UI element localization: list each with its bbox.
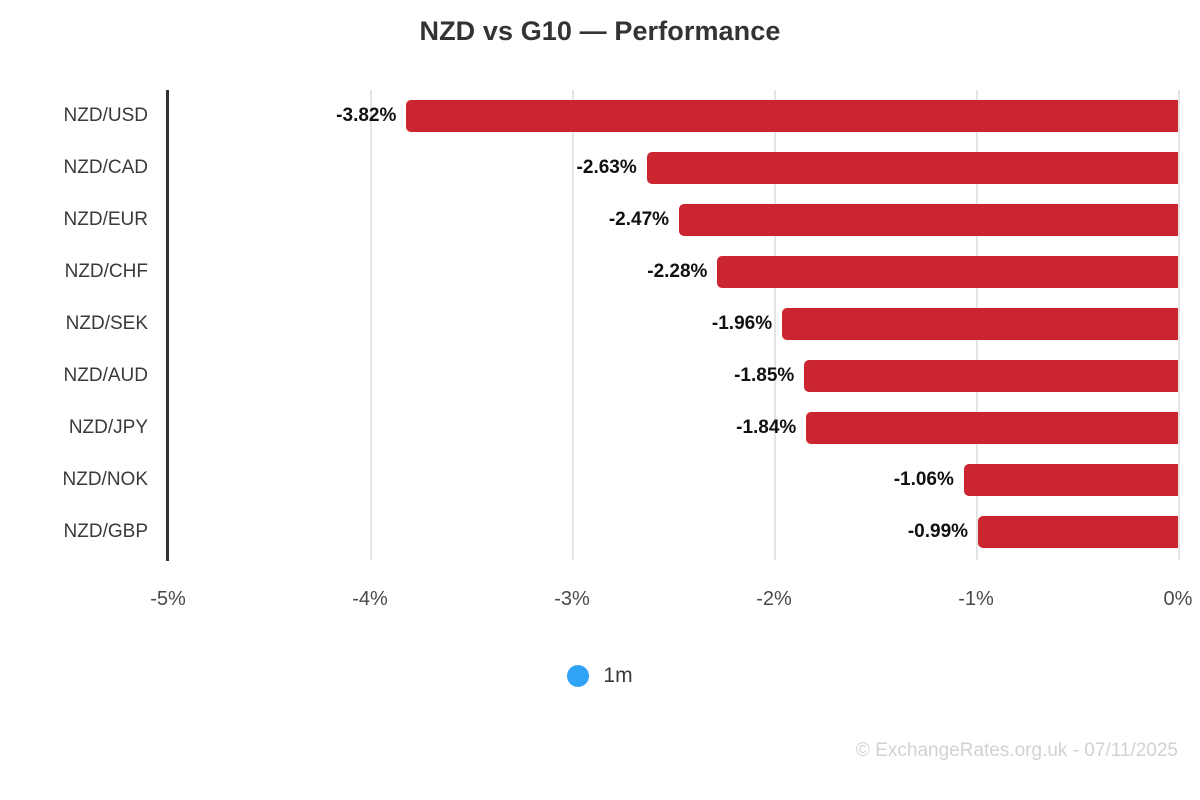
- bar[interactable]: [782, 308, 1178, 340]
- x-gridline: [774, 90, 776, 560]
- bar-row: -1.96%: [168, 298, 1178, 350]
- bar-value-label: -0.99%: [907, 521, 969, 542]
- plot-area: -3.82% -2.63% -2.47% -2.28% -1.96% -1.85% -1.8…: [168, 90, 1178, 560]
- y-axis-category-label: NZD/EUR: [63, 209, 148, 230]
- x-gridline: [572, 90, 574, 560]
- legend-item-label: 1m: [603, 664, 633, 687]
- y-axis-category-label: NZD/SEK: [65, 313, 148, 334]
- bar-row: -2.47%: [168, 194, 1178, 246]
- y-axis-category-label: NZD/CHF: [64, 261, 148, 282]
- y-axis-category-label: NZD/GBP: [63, 521, 148, 542]
- bar-value-label: -2.47%: [608, 209, 670, 230]
- bar-value-label: -2.63%: [576, 157, 637, 178]
- y-axis-category-label: NZD/NOK: [62, 469, 149, 490]
- bar-row: -2.63%: [168, 142, 1178, 194]
- bar-value-label: -1.85%: [734, 365, 795, 386]
- bar[interactable]: [804, 360, 1178, 392]
- bar-row: -3.82%: [168, 90, 1178, 142]
- y-axis-category-label: NZD/JPY: [68, 417, 148, 438]
- bar-value-label: -1.06%: [893, 469, 954, 490]
- bar[interactable]: [806, 412, 1178, 444]
- bar-row: -1.84%: [168, 402, 1178, 454]
- legend-item-1m[interactable]: 1m: [567, 664, 633, 688]
- x-axis-tick-label: 0%: [1163, 588, 1193, 610]
- bar-row: -1.06%: [168, 454, 1178, 506]
- bar[interactable]: [963, 464, 1178, 496]
- bar[interactable]: [978, 516, 1178, 548]
- bar-row: -2.28%: [168, 246, 1178, 298]
- y-axis-spine: [166, 90, 169, 561]
- x-axis-tick-label: -4%: [352, 588, 388, 610]
- bar-row: -1.85%: [168, 350, 1178, 402]
- bar[interactable]: [679, 204, 1178, 236]
- bar[interactable]: [717, 256, 1178, 288]
- bar[interactable]: [406, 100, 1178, 132]
- x-axis-tick-label: -2%: [756, 588, 792, 610]
- bar[interactable]: [646, 152, 1178, 184]
- y-axis-category-label: NZD/USD: [63, 105, 148, 126]
- x-gridline: [1178, 90, 1180, 560]
- x-axis-tick-label: -5%: [150, 588, 186, 610]
- y-axis-category-label: NZD/AUD: [63, 365, 148, 386]
- x-axis-tick-label: -1%: [958, 588, 994, 610]
- bar-row: -0.99%: [168, 506, 1178, 558]
- legend-circle-marker-icon: [567, 665, 590, 687]
- chart-legend: 1m: [0, 664, 1200, 688]
- bar-value-label: -1.84%: [736, 417, 797, 438]
- bar-value-label: -3.82%: [336, 105, 397, 126]
- x-axis-tick-label: -3%: [554, 588, 590, 610]
- y-axis-category-label: NZD/CAD: [63, 157, 148, 178]
- bar-value-label: -2.28%: [647, 261, 708, 282]
- bar-value-label: -1.96%: [711, 313, 773, 334]
- x-gridline: [370, 90, 372, 560]
- footer-credit: © ExchangeRates.org.uk - 07/11/2025: [855, 740, 1178, 761]
- page-title: NZD vs G10 — Performance: [419, 16, 781, 46]
